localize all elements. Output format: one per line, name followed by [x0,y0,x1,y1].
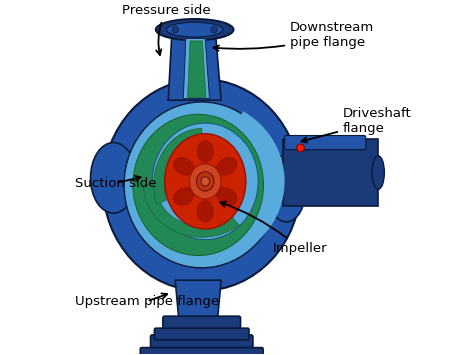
Ellipse shape [166,22,223,37]
Ellipse shape [164,134,246,229]
Ellipse shape [197,201,213,222]
FancyBboxPatch shape [151,335,253,353]
Ellipse shape [197,141,213,162]
Ellipse shape [174,158,194,175]
Text: Upstream pipe flange: Upstream pipe flange [75,294,219,308]
Ellipse shape [172,27,178,33]
Polygon shape [183,38,210,98]
Polygon shape [168,37,221,100]
Ellipse shape [211,27,217,33]
Ellipse shape [297,144,304,152]
Polygon shape [240,111,284,251]
Ellipse shape [124,102,279,268]
Polygon shape [144,185,239,237]
Text: Suction side: Suction side [75,176,156,190]
Ellipse shape [152,123,258,240]
Ellipse shape [372,156,384,189]
Text: Impeller: Impeller [220,202,327,255]
Text: Downstream
pipe flange: Downstream pipe flange [214,21,374,51]
Ellipse shape [217,158,237,175]
Ellipse shape [103,79,301,291]
Polygon shape [175,280,221,319]
FancyBboxPatch shape [163,316,240,333]
Ellipse shape [217,188,237,205]
Ellipse shape [201,177,210,186]
FancyBboxPatch shape [285,136,366,149]
Ellipse shape [156,19,234,40]
Text: Driveshaft
flange: Driveshaft flange [301,107,411,143]
Polygon shape [188,41,206,97]
Ellipse shape [91,143,137,213]
Ellipse shape [174,188,194,205]
Polygon shape [283,139,378,206]
Ellipse shape [189,164,221,199]
Text: Pressure side: Pressure side [122,4,211,55]
FancyBboxPatch shape [155,328,249,340]
Ellipse shape [196,172,214,191]
FancyBboxPatch shape [140,348,263,355]
Ellipse shape [133,114,264,256]
Polygon shape [154,129,202,204]
Ellipse shape [267,155,306,222]
